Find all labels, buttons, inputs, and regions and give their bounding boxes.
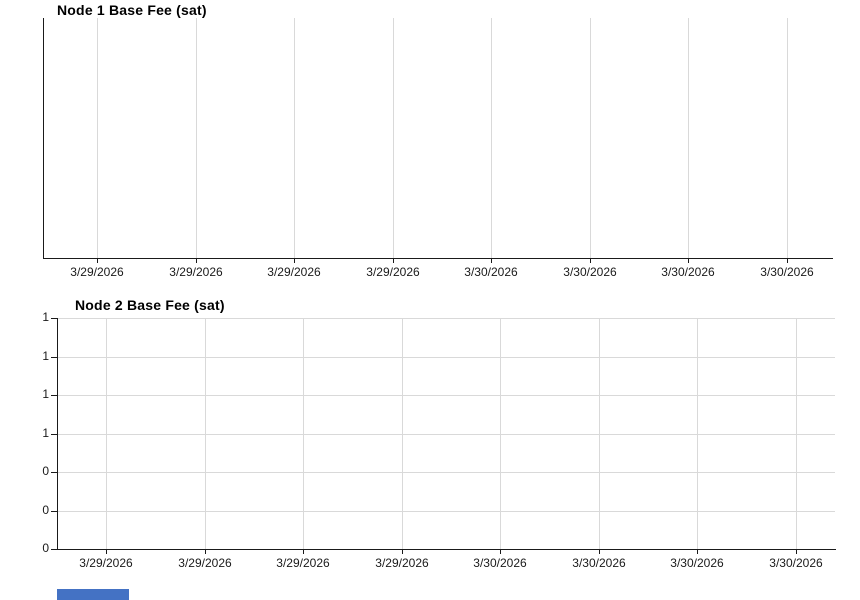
x-gridline <box>393 18 394 258</box>
x-gridline <box>402 318 403 549</box>
x-tick-label: 3/30/2026 <box>760 265 814 279</box>
x-tick-mark <box>796 549 797 554</box>
y-tick-label: 1 <box>42 349 49 363</box>
x-tick-mark <box>196 258 197 263</box>
x-tick-label: 3/29/2026 <box>70 265 124 279</box>
y-tick-label: 0 <box>42 503 49 517</box>
x-gridline <box>697 318 698 549</box>
blue-selection-box <box>57 589 129 600</box>
y-tick-label: 1 <box>42 310 49 324</box>
x-gridline <box>491 18 492 258</box>
y-tick-label: 1 <box>42 426 49 440</box>
y-tick-label: 1 <box>42 387 49 401</box>
x-tick-label: 3/29/2026 <box>375 556 429 570</box>
x-tick-label: 3/29/2026 <box>267 265 321 279</box>
x-tick-mark <box>491 258 492 263</box>
x-tick-label: 3/30/2026 <box>670 556 724 570</box>
x-tick-mark <box>688 258 689 263</box>
x-tick-mark <box>97 258 98 263</box>
x-tick-label: 3/29/2026 <box>79 556 133 570</box>
x-tick-label: 3/30/2026 <box>769 556 823 570</box>
x-tick-mark <box>402 549 403 554</box>
x-tick-mark <box>393 258 394 263</box>
y-gridline <box>57 434 835 435</box>
x-tick-mark <box>599 549 600 554</box>
y-tick-mark <box>51 549 57 550</box>
x-tick-label: 3/30/2026 <box>572 556 626 570</box>
y-tick-mark <box>51 357 57 358</box>
x-tick-mark <box>697 549 698 554</box>
x-tick-mark <box>787 258 788 263</box>
plot-area <box>57 318 836 550</box>
x-tick-label: 3/30/2026 <box>563 265 617 279</box>
x-gridline <box>106 318 107 549</box>
x-tick-label: 3/29/2026 <box>178 556 232 570</box>
y-gridline <box>57 511 835 512</box>
x-gridline <box>303 318 304 549</box>
y-tick-mark <box>51 434 57 435</box>
x-gridline <box>599 318 600 549</box>
y-tick-label: 0 <box>42 464 49 478</box>
x-gridline <box>97 18 98 258</box>
y-gridline <box>57 472 835 473</box>
x-tick-mark <box>106 549 107 554</box>
x-tick-label: 3/29/2026 <box>366 265 420 279</box>
chart-title: Node 1 Base Fee (sat) <box>57 2 207 18</box>
x-gridline <box>500 318 501 549</box>
y-tick-mark <box>51 395 57 396</box>
x-gridline <box>196 18 197 258</box>
y-gridline <box>57 318 835 319</box>
x-tick-mark <box>205 549 206 554</box>
x-tick-mark <box>500 549 501 554</box>
chart-title: Node 2 Base Fee (sat) <box>75 297 225 313</box>
x-tick-label: 3/29/2026 <box>276 556 330 570</box>
x-tick-mark <box>590 258 591 263</box>
x-tick-label: 3/30/2026 <box>464 265 518 279</box>
x-tick-label: 3/30/2026 <box>473 556 527 570</box>
x-gridline <box>590 18 591 258</box>
y-tick-label: 0 <box>42 541 49 555</box>
x-gridline <box>796 318 797 549</box>
plot-area <box>43 18 833 259</box>
y-tick-mark <box>51 511 57 512</box>
y-tick-mark <box>51 472 57 473</box>
x-gridline <box>205 318 206 549</box>
x-gridline <box>787 18 788 258</box>
x-gridline <box>294 18 295 258</box>
y-tick-mark <box>51 318 57 319</box>
x-gridline <box>688 18 689 258</box>
y-gridline <box>57 395 835 396</box>
x-tick-mark <box>303 549 304 554</box>
x-tick-mark <box>294 258 295 263</box>
y-gridline <box>57 357 835 358</box>
x-tick-label: 3/30/2026 <box>661 265 715 279</box>
x-tick-label: 3/29/2026 <box>169 265 223 279</box>
